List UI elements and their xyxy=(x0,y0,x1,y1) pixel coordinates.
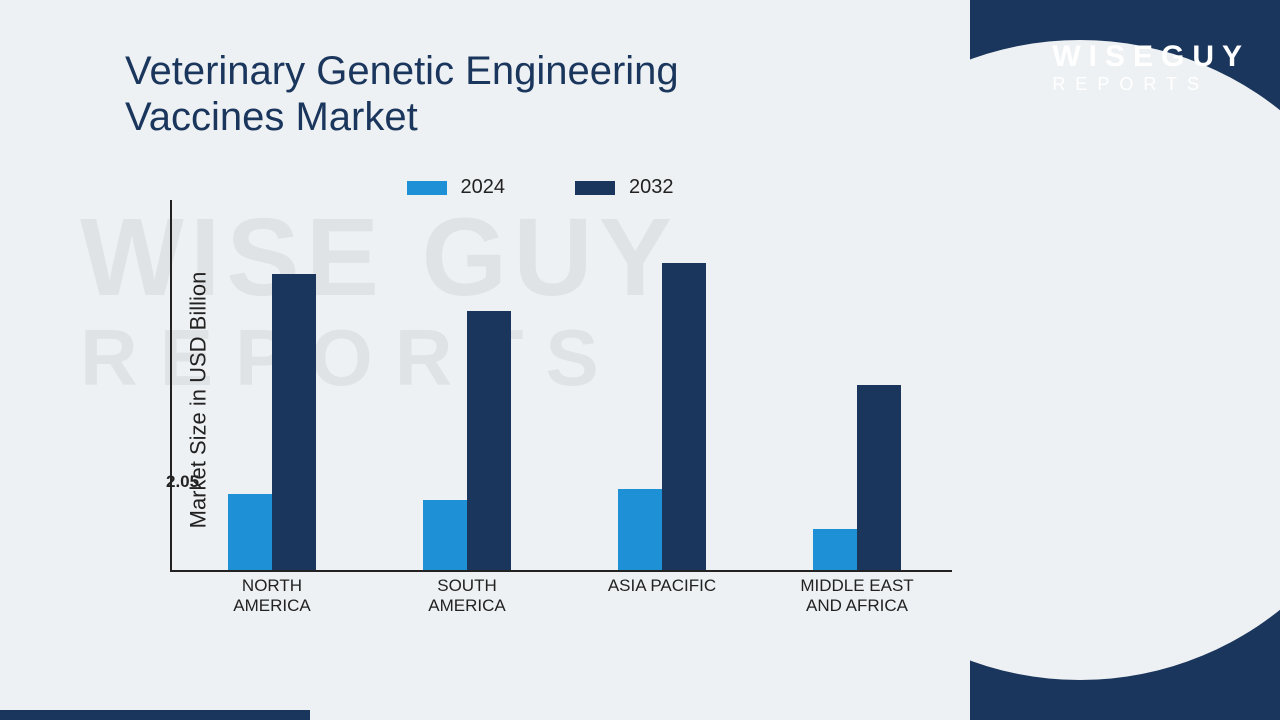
bar-2032 xyxy=(467,311,511,570)
bar-2024 xyxy=(618,489,662,570)
x-category: SOUTH AMERICA xyxy=(397,570,537,615)
chart-title: Veterinary Genetic Engineering Vaccines … xyxy=(125,48,775,140)
bar-2032 xyxy=(857,385,901,570)
figure-canvas: WISE GUY REPORTS Veterinary Genetic Engi… xyxy=(0,0,1280,720)
brand-logo: WISEGUY REPORTS xyxy=(1052,40,1250,95)
x-category: MIDDLE EAST AND AFRICA xyxy=(787,570,927,615)
legend-label-2032: 2032 xyxy=(629,176,674,199)
value-label: 2.05 xyxy=(166,472,199,492)
bar-chart: Market Size in USD Billion 2024 2032 2.0… xyxy=(130,200,950,600)
legend-swatch-2032 xyxy=(575,181,615,195)
legend: 2024 2032 xyxy=(130,176,950,199)
bar-2024 xyxy=(228,494,272,570)
bar-2024 xyxy=(423,500,467,570)
legend-item-2032: 2032 xyxy=(575,176,674,199)
legend-swatch-2024 xyxy=(407,181,447,195)
bar-2032 xyxy=(662,263,706,570)
bottom-accent-bar xyxy=(0,710,310,720)
legend-item-2024: 2024 xyxy=(407,176,506,199)
bar-2024 xyxy=(813,529,857,570)
x-category: ASIA PACIFIC xyxy=(592,570,732,596)
brand-line2: REPORTS xyxy=(1052,74,1250,95)
plot-area: 2.05 NORTH AMERICA SOUTH AMERICA ASIA PA… xyxy=(170,200,952,572)
brand-line1: WISEGUY xyxy=(1052,40,1250,74)
bar-2032 xyxy=(272,274,316,570)
x-category: NORTH AMERICA xyxy=(202,570,342,615)
legend-label-2024: 2024 xyxy=(461,176,506,199)
